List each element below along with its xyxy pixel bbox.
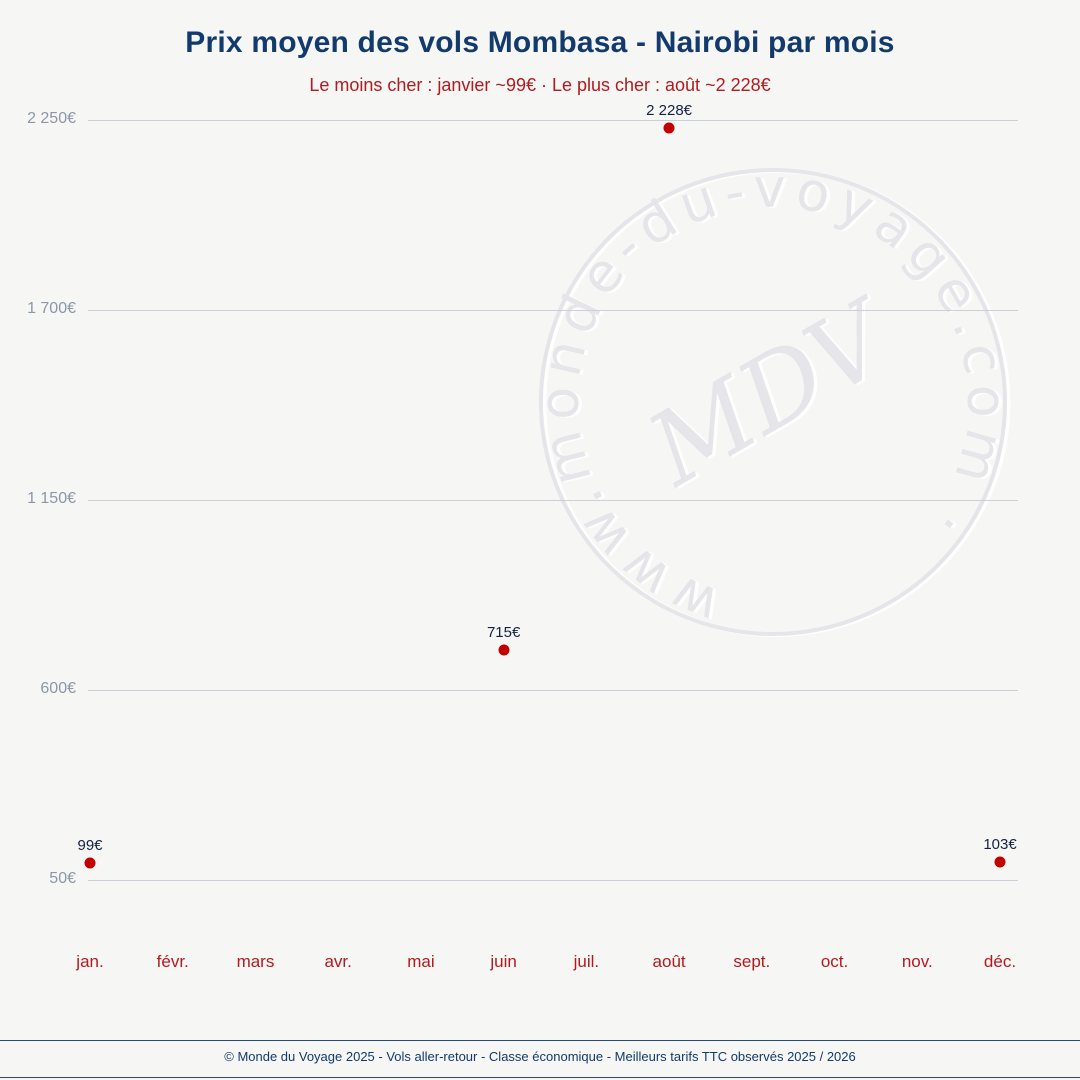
data-point: [84, 857, 96, 869]
x-axis-month-label: juin: [490, 952, 517, 971]
footer-divider-top: [0, 1040, 1080, 1041]
data-point-label: 99€: [77, 837, 103, 855]
footer-divider-bottom: [0, 1077, 1080, 1078]
gridline: [88, 880, 1018, 881]
x-axis-month-label: juil.: [573, 952, 600, 971]
x-axis-month-label: août: [652, 952, 686, 971]
data-point-label: 2 228€: [646, 101, 693, 119]
data-point: [994, 856, 1006, 868]
x-axis-month-label: avr.: [324, 952, 352, 971]
footer-text: © Monde du Voyage 2025 - Vols aller-reto…: [224, 1049, 856, 1064]
data-point: [498, 644, 510, 656]
x-axis-month-label: jan.: [76, 952, 104, 971]
x-axis-month-label: nov.: [901, 952, 933, 971]
x-axis-month-label: mars: [236, 952, 275, 971]
gridline: [88, 500, 1018, 501]
x-axis-month-label: févr.: [156, 952, 189, 971]
y-axis-tick-label: 1 150€: [27, 490, 76, 507]
x-axis-month-label: oct.: [820, 952, 849, 971]
data-point: [663, 122, 675, 134]
y-axis-tick-label: 600€: [40, 680, 76, 697]
gridline: [88, 690, 1018, 691]
chart-title: Prix moyen des vols Mombasa - Nairobi pa…: [185, 26, 895, 59]
gridline: [88, 310, 1018, 311]
y-axis-tick-label: 2 250€: [27, 110, 76, 127]
data-point-label: 103€: [983, 835, 1017, 853]
x-axis-month-label: déc.: [983, 952, 1017, 971]
x-axis-month-label: mai: [407, 952, 435, 971]
gridline: [88, 120, 1018, 121]
y-axis-tick-label: 1 700€: [27, 300, 76, 317]
x-axis-month-label: sept.: [733, 952, 771, 971]
y-axis-tick-label: 50€: [49, 870, 76, 887]
chart-subtitle: Le moins cher : janvier ~99€ · Le plus c…: [309, 75, 771, 95]
data-point-label: 715€: [486, 624, 521, 642]
